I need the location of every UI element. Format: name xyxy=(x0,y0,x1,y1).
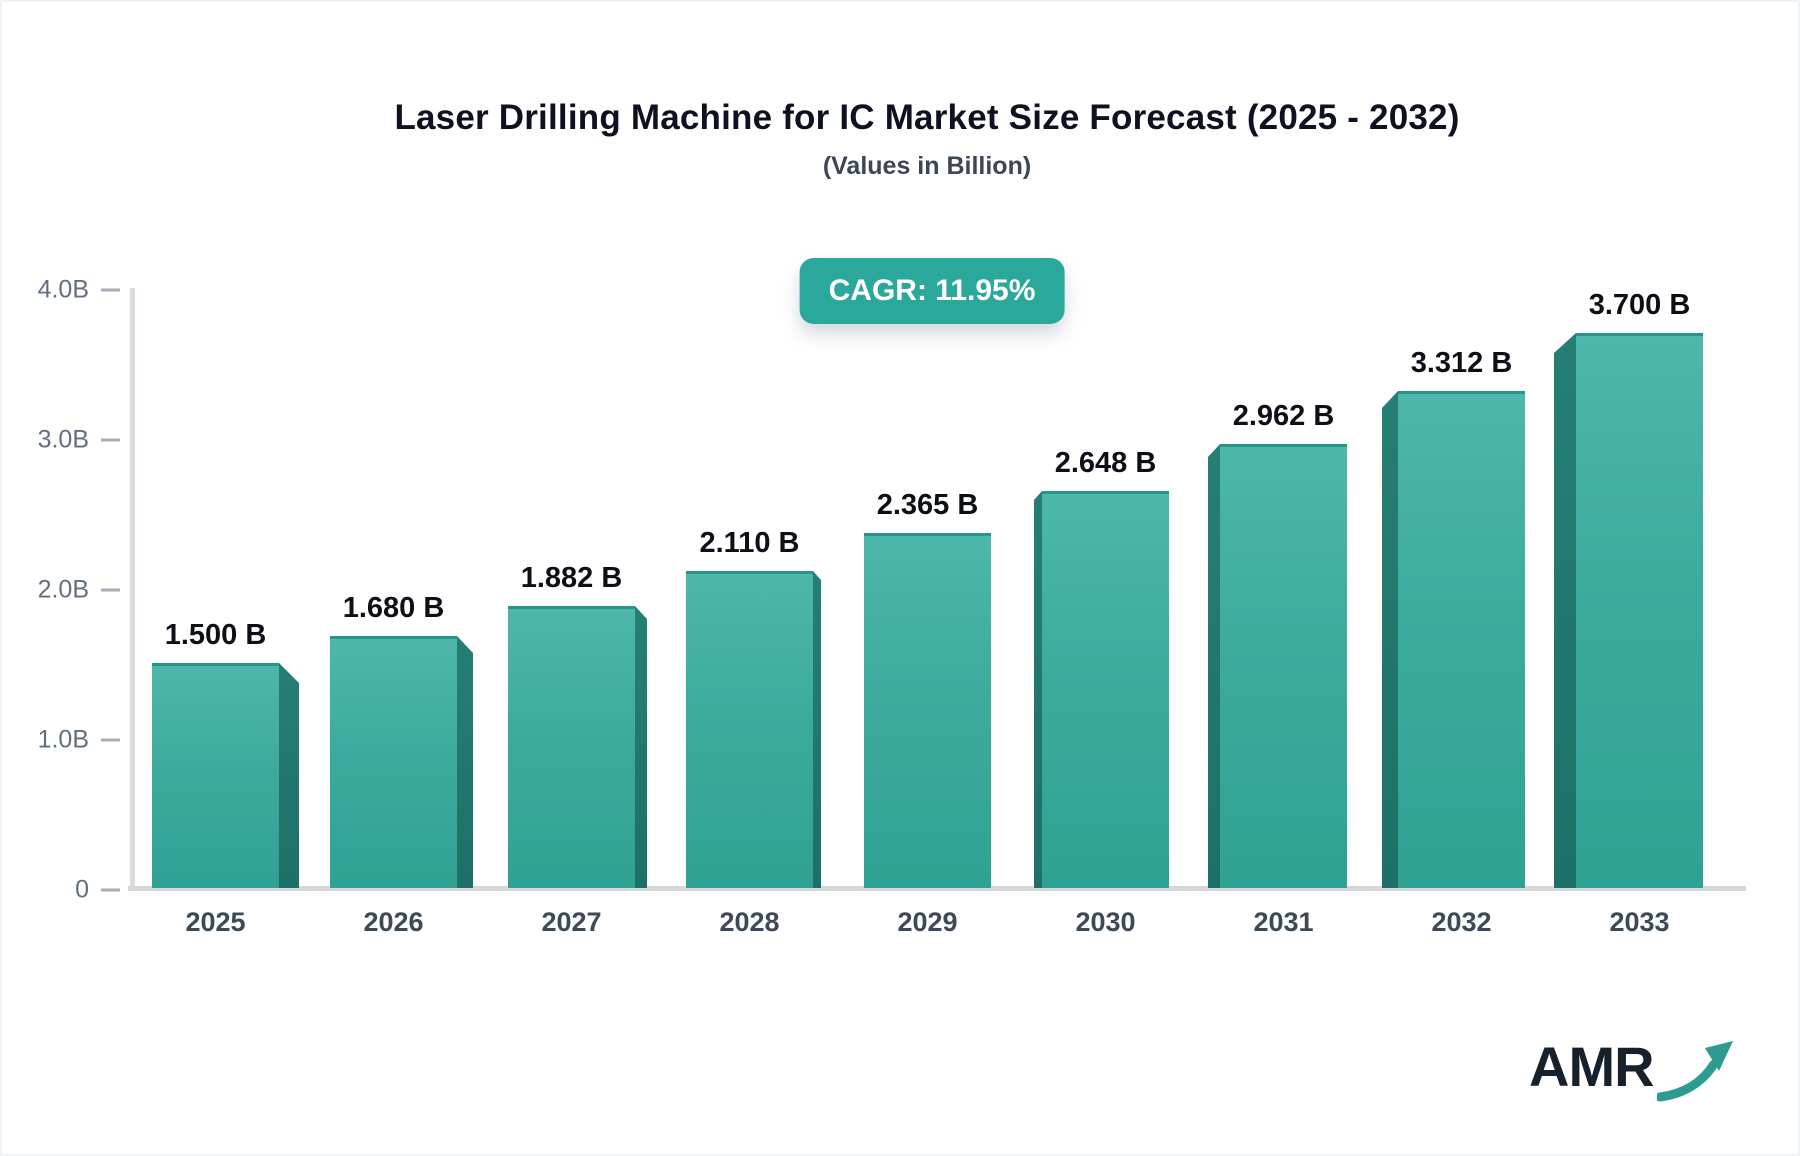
bar-side-3d xyxy=(279,663,299,888)
bar-2028 xyxy=(686,571,813,888)
bar-value-label: 1.882 B xyxy=(520,562,623,594)
bar-2027 xyxy=(508,606,635,888)
bar-side-3d xyxy=(813,571,821,888)
y-tick-label: 4.0B xyxy=(37,275,89,304)
y-tick-dash xyxy=(101,288,120,292)
x-tick-label-2031: 2031 xyxy=(1253,907,1314,937)
y-tick-label: 0 xyxy=(75,875,89,904)
bar-2025 xyxy=(152,663,279,888)
bar-side-3d xyxy=(1034,491,1042,888)
y-tick-label: 1.0B xyxy=(37,725,89,754)
bar-value-label: 2.962 B xyxy=(1232,400,1335,432)
trend-up-arrow-icon xyxy=(1657,1041,1733,1102)
cagr-badge: CAGR: 11.95% xyxy=(799,258,1065,324)
bar-2031 xyxy=(1220,444,1347,888)
bar-value-label: 2.648 B xyxy=(1054,447,1157,479)
chart-subtitle: (Values in Billion) xyxy=(822,152,1032,180)
amr-logo-text: AMR xyxy=(1529,1035,1655,1098)
amr-logo: AMR xyxy=(1529,1034,1749,1114)
x-tick-label-2026: 2026 xyxy=(363,907,424,937)
x-tick-label-2033: 2033 xyxy=(1609,907,1670,937)
bar-side-3d xyxy=(635,606,647,888)
x-axis-line xyxy=(128,886,1746,891)
bar-side-3d xyxy=(457,636,473,888)
bar-value-label: 3.700 B xyxy=(1588,289,1691,321)
y-tick-dash xyxy=(101,738,120,742)
bar-side-3d xyxy=(1382,391,1398,888)
y-axis-line xyxy=(130,288,135,891)
x-tick-label-2030: 2030 xyxy=(1075,907,1136,937)
bar-value-label: 2.110 B xyxy=(699,527,800,559)
chart-title: Laser Drilling Machine for IC Market Siz… xyxy=(394,98,1460,137)
bar-2032 xyxy=(1398,391,1525,888)
bar-value-label: 1.500 B xyxy=(164,619,267,651)
y-tick-dash xyxy=(101,888,120,892)
y-tick-label: 2.0B xyxy=(37,575,89,604)
bar-side-3d xyxy=(1554,333,1576,888)
bar-2030 xyxy=(1042,491,1169,888)
y-tick-dash xyxy=(101,438,120,442)
x-tick-label-2032: 2032 xyxy=(1431,907,1492,937)
bar-2029 xyxy=(864,533,991,888)
x-tick-label-2029: 2029 xyxy=(897,907,958,937)
bar-2026 xyxy=(330,636,457,888)
x-tick-label-2028: 2028 xyxy=(719,907,780,937)
bar-side-3d xyxy=(1208,444,1220,888)
bar-2033 xyxy=(1576,333,1703,888)
bar-value-label: 2.365 B xyxy=(876,489,979,521)
y-tick-label: 3.0B xyxy=(37,425,89,454)
x-tick-label-2027: 2027 xyxy=(541,907,602,937)
bar-value-label: 1.680 B xyxy=(342,592,445,624)
x-tick-label-2025: 2025 xyxy=(185,907,246,937)
bar-value-label: 3.312 B xyxy=(1410,347,1513,379)
y-tick-dash xyxy=(101,588,120,592)
